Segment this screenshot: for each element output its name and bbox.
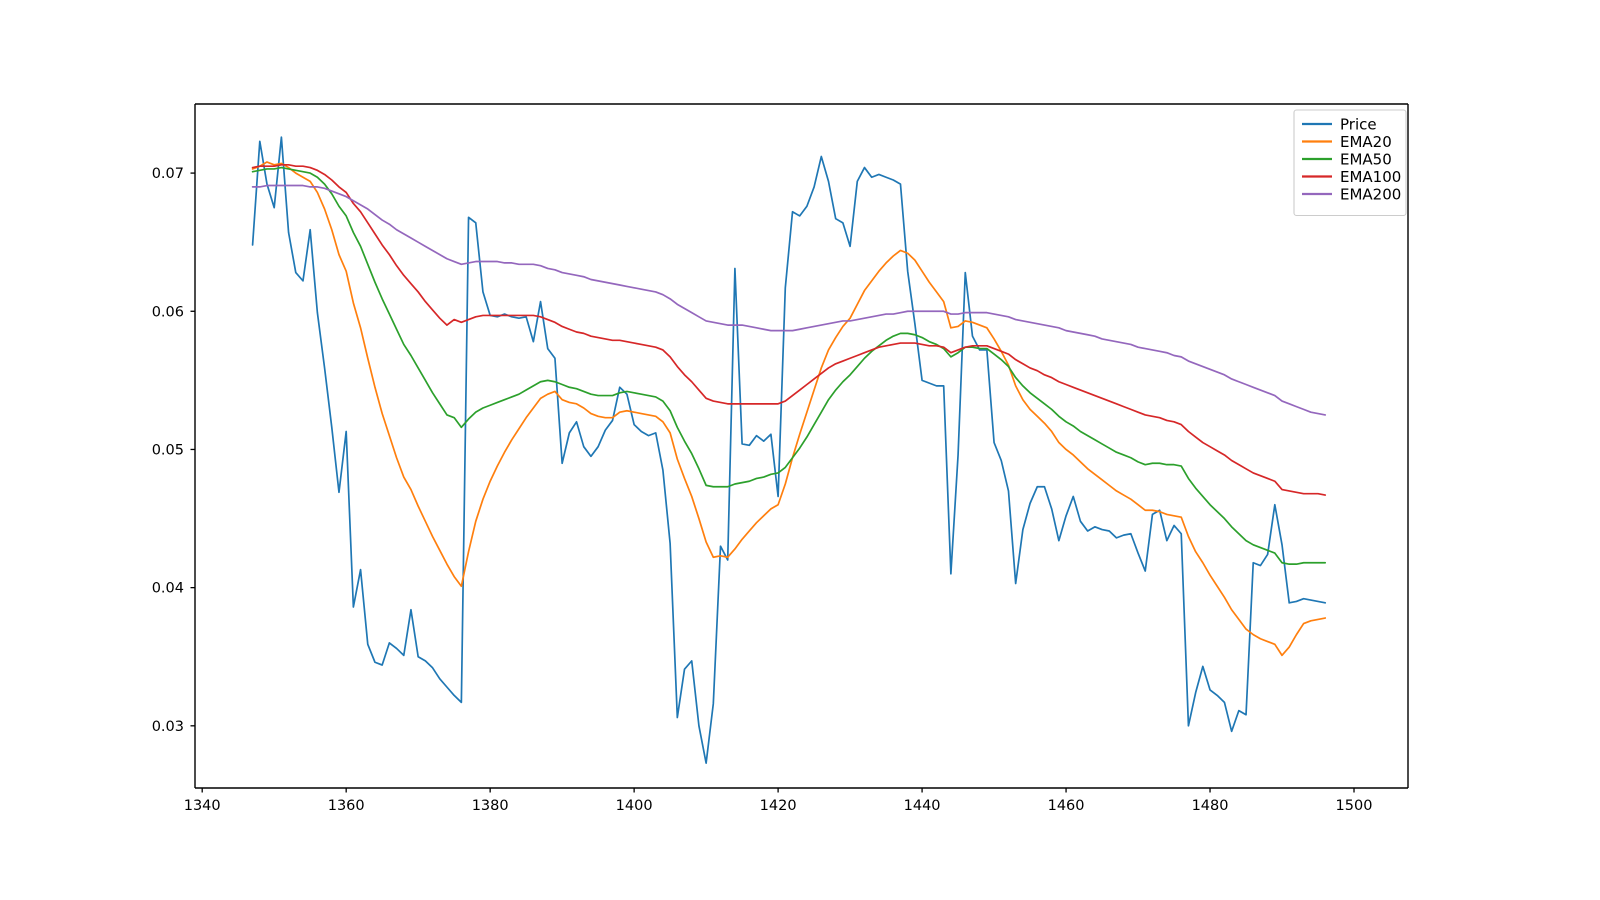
y-tick-label: 0.03 [152, 719, 184, 735]
x-tick-label: 1480 [1192, 798, 1229, 814]
legend-frame [1293, 109, 1407, 217]
series-line-ema50 [251, 166, 1327, 565]
y-tick-label: 0.05 [152, 442, 184, 458]
x-tick-label: 1400 [616, 798, 653, 814]
legend-label-ema200: EMA200 [1340, 185, 1401, 203]
series-line-ema200 [251, 184, 1327, 416]
data-series-group [251, 136, 1327, 764]
x-tick-label: 1420 [760, 798, 797, 814]
legend-label-ema100: EMA100 [1340, 168, 1401, 186]
x-tick-label: 1340 [184, 798, 221, 814]
y-tick-labels: 0.03 0.04 0.05 0.06 0.07 [152, 166, 184, 735]
y-tick-label: 0.04 [152, 581, 184, 597]
series-line-ema20 [251, 161, 1327, 657]
legend-label-ema50: EMA50 [1340, 150, 1392, 168]
x-tick-label: 1360 [328, 798, 365, 814]
x-tick-label: 1460 [1048, 798, 1085, 814]
x-tick-label: 1500 [1336, 798, 1373, 814]
x-tick-label: 1380 [472, 798, 509, 814]
x-tick-labels: 1340 1360 1380 1400 1420 1440 1460 1480 1500 [184, 798, 1373, 814]
legend-label-price: Price [1340, 115, 1377, 133]
legend-label-ema20: EMA20 [1340, 133, 1392, 151]
series-line-price [251, 136, 1327, 764]
series-line-ema100 [251, 163, 1327, 496]
y-tick-label: 0.06 [152, 304, 184, 320]
x-tick-label: 1440 [904, 798, 941, 814]
y-tick-label: 0.07 [152, 166, 184, 182]
tick-marks [190, 172, 1355, 793]
axes-spines [194, 103, 1409, 789]
